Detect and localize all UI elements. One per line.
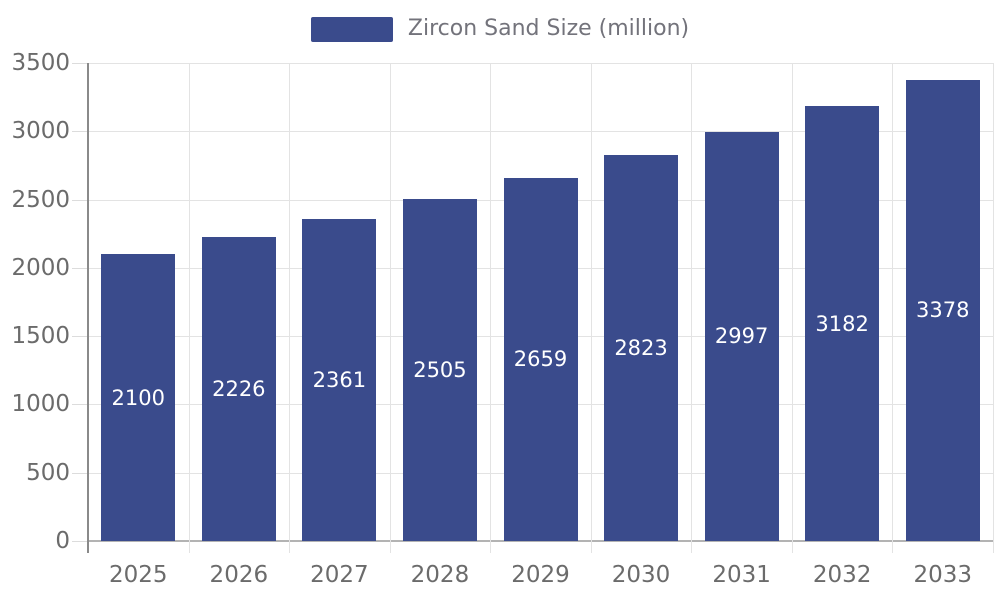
bar-value-label: 2100 <box>111 385 165 410</box>
gridline-vertical <box>289 63 291 553</box>
y-axis-tick <box>72 267 88 269</box>
y-axis-tick-label: 3000 <box>11 118 70 145</box>
x-axis-baseline <box>88 540 993 542</box>
legend-swatch <box>310 16 393 42</box>
y-axis-tick <box>72 199 88 201</box>
bar[interactable] <box>704 131 779 541</box>
x-axis-tick-label: 2031 <box>712 562 771 588</box>
y-axis-tick <box>72 472 88 474</box>
gridline-vertical <box>892 63 894 553</box>
bar[interactable] <box>805 106 880 541</box>
bar-value-label: 3378 <box>915 298 970 323</box>
y-axis-tick-label: 1500 <box>11 323 70 350</box>
x-axis-tick-label: 2028 <box>410 562 470 588</box>
bar[interactable] <box>302 218 377 541</box>
bar-value-label: 2505 <box>413 357 467 382</box>
gridline-horizontal <box>88 131 993 133</box>
gridline-vertical <box>691 63 693 553</box>
legend[interactable]: Zircon Sand Size (million) <box>0 16 1000 42</box>
gridline-vertical <box>188 63 190 553</box>
gridline-vertical <box>791 63 793 553</box>
gridline-vertical <box>490 63 492 553</box>
bar[interactable] <box>604 155 679 541</box>
bar-value-label: 2659 <box>513 347 568 372</box>
y-axis-tick <box>72 63 88 64</box>
y-axis-tick <box>72 541 88 542</box>
bar-value-label: 2823 <box>614 336 668 361</box>
x-axis-tick-label: 2029 <box>511 562 570 588</box>
y-axis-tick-label: 3500 <box>11 50 70 76</box>
y-axis-tick-label: 2500 <box>11 186 70 213</box>
bar[interactable] <box>503 177 578 541</box>
bar-value-label: 2997 <box>714 324 769 349</box>
x-axis-tick-label: 2033 <box>913 562 972 588</box>
gridline-vertical <box>389 63 391 553</box>
gridline-vertical <box>590 63 592 553</box>
legend-label: Zircon Sand Size (million) <box>407 16 690 41</box>
y-axis-tick-label: 500 <box>26 459 70 486</box>
y-axis-line <box>87 63 89 553</box>
y-axis-tick-label: 1000 <box>11 391 70 418</box>
x-axis-tick-label: 2032 <box>812 562 872 588</box>
bar-value-label: 2361 <box>312 367 367 392</box>
x-axis-tick-label: 2027 <box>310 562 369 588</box>
gridline-horizontal <box>88 63 993 64</box>
gridline-vertical <box>993 63 994 553</box>
bar[interactable] <box>201 236 276 541</box>
x-axis-tick-label: 2025 <box>108 562 168 588</box>
y-axis-tick-label: 0 <box>55 528 70 554</box>
bar-value-label: 2226 <box>212 376 266 401</box>
y-axis-tick <box>72 336 88 338</box>
bar[interactable] <box>905 79 980 541</box>
y-axis-tick <box>72 131 88 133</box>
bar-value-label: 3182 <box>815 311 869 336</box>
bar[interactable] <box>101 254 176 541</box>
x-axis-tick-label: 2026 <box>209 562 269 588</box>
y-axis-tick-label: 2000 <box>11 254 70 281</box>
x-axis-tick-label: 2030 <box>611 562 671 588</box>
y-axis-tick <box>72 404 88 406</box>
bar[interactable] <box>402 198 477 541</box>
